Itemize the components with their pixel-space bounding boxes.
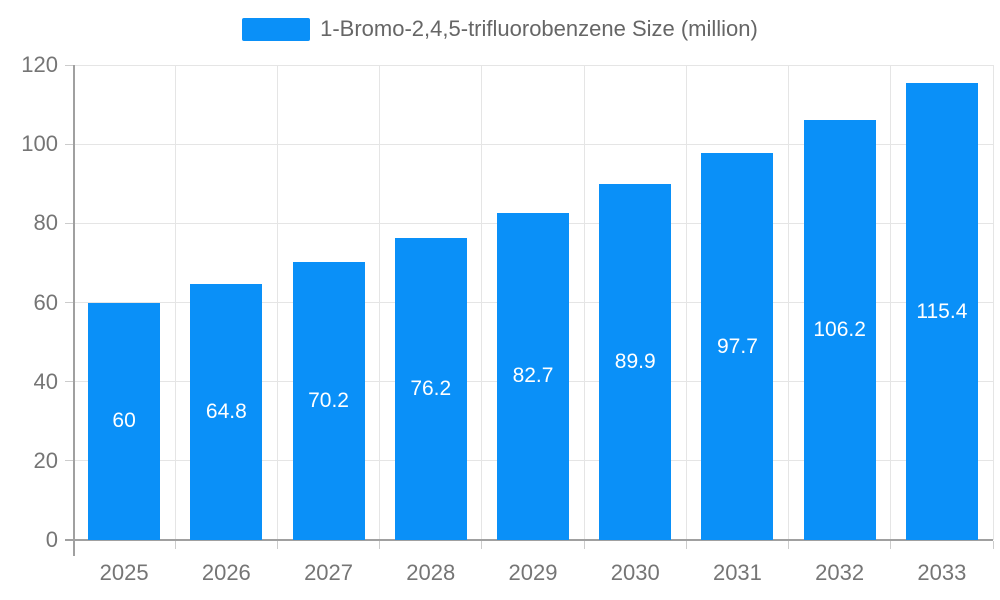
x-axis-label-2025: 2025 <box>99 560 149 585</box>
x-axis-label-2028: 2028 <box>406 560 456 585</box>
gridline-x-4 <box>481 65 483 540</box>
y-axis-label-40: 40 <box>33 368 58 394</box>
legend-label: 1-Bromo-2,4,5-trifluorobenzene Size (mil… <box>320 16 758 41</box>
ytick-120 <box>65 64 73 66</box>
bar-value-label-2030: 89.9 <box>614 350 656 374</box>
legend[interactable]: 1-Bromo-2,4,5-trifluorobenzene Size (mil… <box>0 16 1000 42</box>
ytick-60 <box>65 302 73 303</box>
gridline-x-5 <box>583 65 585 540</box>
xtick-5 <box>583 541 585 549</box>
gridline-x-2 <box>276 65 278 540</box>
y-axis-line <box>73 65 75 556</box>
x-axis-line <box>65 539 993 541</box>
bar-2033[interactable]: 115.4 <box>905 83 978 540</box>
bar-2029[interactable]: 82.7 <box>497 212 569 540</box>
gridline-x-1 <box>174 65 176 540</box>
y-axis-label-0: 0 <box>45 527 58 552</box>
bar-2027[interactable]: 70.2 <box>292 262 365 540</box>
x-axis-label-2026: 2026 <box>201 560 251 585</box>
ytick-100 <box>65 143 73 145</box>
bar-2031[interactable]: 97.7 <box>701 153 774 540</box>
bar-2028[interactable]: 76.2 <box>394 238 467 540</box>
xtick-2 <box>276 541 278 549</box>
bar-value-label-2032: 106.2 <box>813 317 866 341</box>
xtick-8 <box>890 541 892 549</box>
xtick-9 <box>992 541 994 549</box>
x-axis-label-2032: 2032 <box>815 560 865 585</box>
legend-swatch <box>242 17 311 41</box>
y-axis-label-120: 120 <box>21 52 58 77</box>
xtick-4 <box>481 541 483 549</box>
y-axis-label-80: 80 <box>33 210 58 236</box>
bar-value-label-2033: 115.4 <box>916 299 968 323</box>
y-axis-label-100: 100 <box>21 131 58 157</box>
plot-area: 60 64.8 70.2 76.2 82.7 89.9 97.7 106.2 115.4 <box>65 64 994 556</box>
gridline-x-7 <box>788 65 790 540</box>
bar-2032[interactable]: 106.2 <box>803 119 876 540</box>
bar-value-label-2031: 97.7 <box>717 334 758 358</box>
gridline-y-100 <box>73 143 993 145</box>
bar-value-label-2029: 82.7 <box>512 364 554 388</box>
x-axis-label-2029: 2029 <box>508 560 558 585</box>
xtick-6 <box>685 541 687 549</box>
x-axis-label-2027: 2027 <box>304 560 354 585</box>
bar-value-label-2026: 64.8 <box>205 399 247 423</box>
x-axis-label-2031: 2031 <box>712 560 762 585</box>
gridline-x-3 <box>379 65 381 540</box>
xtick-3 <box>379 541 381 549</box>
x-axis-label-2033: 2033 <box>917 560 967 585</box>
bar-2026[interactable]: 64.8 <box>190 283 263 540</box>
bar-2030[interactable]: 89.9 <box>599 184 672 540</box>
bar-value-label-2025: 60 <box>112 409 136 433</box>
bar-2025[interactable]: 60 <box>88 302 161 540</box>
y-axis-label-20: 20 <box>33 447 58 473</box>
gridline-x-9 <box>992 65 994 540</box>
bar-value-label-2027: 70.2 <box>308 389 349 413</box>
x-axis-label-2030: 2030 <box>610 560 660 585</box>
xtick-7 <box>788 541 790 549</box>
gridline-y-120 <box>73 64 993 66</box>
ytick-80 <box>65 222 73 224</box>
y-axis-label-60: 60 <box>33 289 58 315</box>
gridline-x-6 <box>685 65 687 540</box>
gridline-x-8 <box>890 65 892 540</box>
xtick-1 <box>174 541 176 549</box>
ytick-20 <box>65 460 73 462</box>
ytick-40 <box>65 381 73 383</box>
bar-value-label-2028: 76.2 <box>410 377 452 401</box>
